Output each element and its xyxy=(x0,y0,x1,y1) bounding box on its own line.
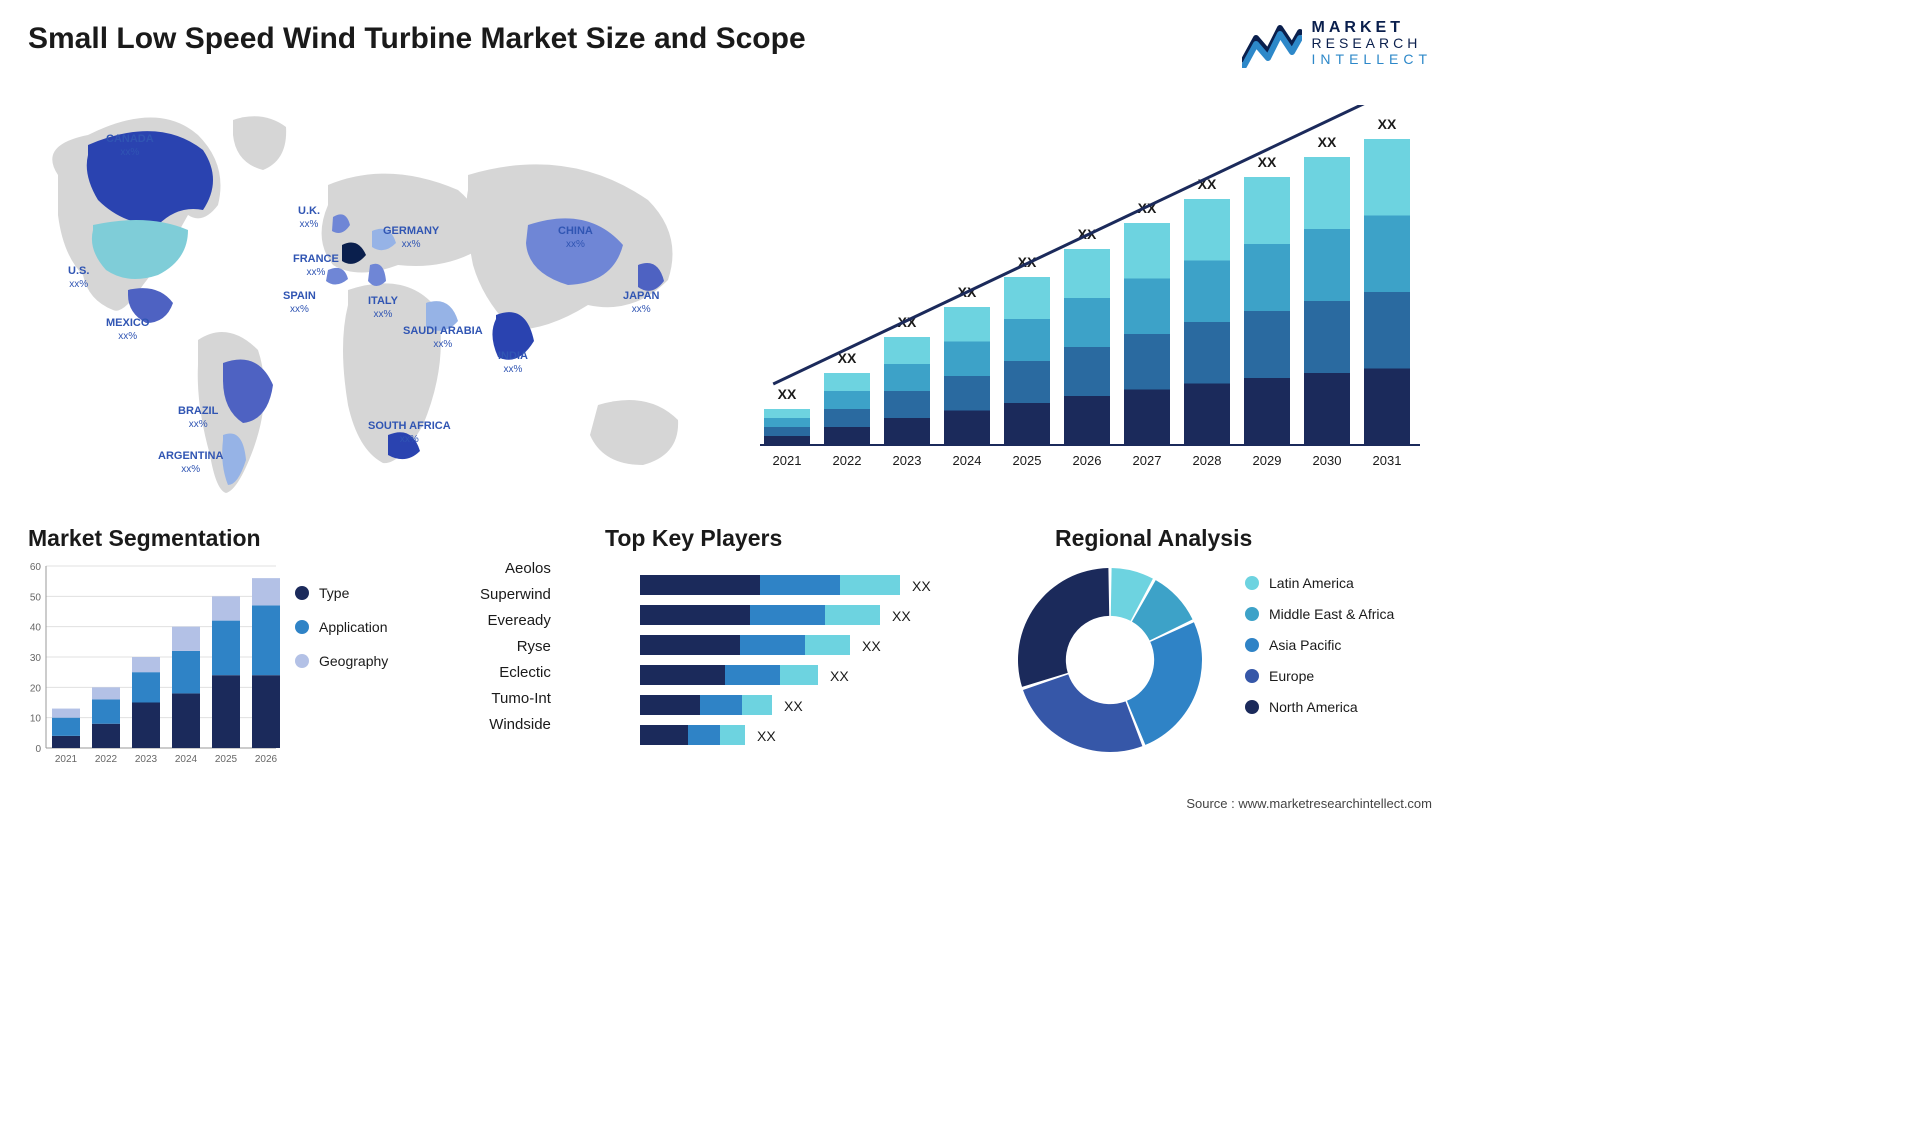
svg-text:2027: 2027 xyxy=(1133,453,1162,468)
logo-mark-icon xyxy=(1242,18,1302,68)
key-player-name: Eveready xyxy=(488,612,551,629)
svg-text:2023: 2023 xyxy=(135,754,158,765)
svg-text:10: 10 xyxy=(30,714,42,725)
svg-text:2026: 2026 xyxy=(255,754,278,765)
svg-text:XX: XX xyxy=(778,386,797,402)
map-label: FRANCExx% xyxy=(293,253,339,279)
svg-text:2023: 2023 xyxy=(893,453,922,468)
svg-text:2028: 2028 xyxy=(1193,453,1222,468)
segmentation-chart: 0 10 20 30 40 50 60 2021 2022 2023 2024 2025 2026 xyxy=(20,560,280,770)
map-label: ITALYxx% xyxy=(368,295,398,321)
svg-text:XX: XX xyxy=(757,728,776,744)
svg-text:2022: 2022 xyxy=(833,453,862,468)
svg-text:2031: 2031 xyxy=(1373,453,1402,468)
page-title: Small Low Speed Wind Turbine Market Size… xyxy=(28,22,806,56)
logo-text-3: INTELLECT xyxy=(1312,52,1432,67)
world-map: CANADAxx% U.S.xx% MEXICOxx% BRAZILxx% ARGENT… xyxy=(28,105,718,505)
regional-title: Regional Analysis xyxy=(1055,525,1252,552)
regional-legend-item: North America xyxy=(1245,699,1394,715)
map-label: INDIAxx% xyxy=(498,350,528,376)
main-growth-chart-svg: 2021XX2022XX2023XX2024XX2025XX2026XX2027… xyxy=(760,105,1420,485)
map-label: U.K.xx% xyxy=(298,205,320,231)
legend-swatch xyxy=(295,586,309,600)
svg-text:30: 30 xyxy=(30,653,42,664)
svg-text:XX: XX xyxy=(1378,116,1397,132)
key-players-chart: XXXXXXXXXXXX xyxy=(640,575,990,765)
legend-swatch xyxy=(1245,576,1259,590)
svg-text:XX: XX xyxy=(862,638,881,654)
regional-legend-item: Middle East & Africa xyxy=(1245,606,1394,622)
key-player-name: Superwind xyxy=(480,586,551,603)
regional-donut-chart xyxy=(1010,560,1210,760)
key-player-name: Aeolos xyxy=(505,560,551,577)
svg-text:XX: XX xyxy=(892,608,911,624)
map-label: ARGENTINAxx% xyxy=(158,450,223,476)
svg-text:2021: 2021 xyxy=(773,453,802,468)
svg-text:XX: XX xyxy=(830,668,849,684)
regional-legend-item: Europe xyxy=(1245,668,1394,684)
key-player-name: Eclectic xyxy=(499,664,551,681)
segmentation-legend-item: Geography xyxy=(295,653,388,669)
svg-text:0: 0 xyxy=(35,744,41,755)
legend-label: Latin America xyxy=(1269,575,1354,591)
svg-text:2024: 2024 xyxy=(953,453,982,468)
logo-text-1: MARKET xyxy=(1312,19,1432,37)
svg-text:2029: 2029 xyxy=(1253,453,1282,468)
svg-text:2024: 2024 xyxy=(175,754,198,765)
legend-swatch xyxy=(1245,638,1259,652)
svg-text:2022: 2022 xyxy=(95,754,118,765)
legend-label: Asia Pacific xyxy=(1269,637,1341,653)
map-label: U.S.xx% xyxy=(68,265,89,291)
legend-label: North America xyxy=(1269,699,1358,715)
svg-text:XX: XX xyxy=(1318,134,1337,150)
key-players-list: Aeolos Superwind Eveready Ryse Eclectic Tumo-… xyxy=(480,560,551,733)
svg-text:2026: 2026 xyxy=(1073,453,1102,468)
key-player-name: Ryse xyxy=(517,638,551,655)
map-label: MEXICOxx% xyxy=(106,317,149,343)
legend-label: Europe xyxy=(1269,668,1314,684)
svg-text:40: 40 xyxy=(30,623,42,634)
map-label: CHINAxx% xyxy=(558,225,593,251)
svg-text:XX: XX xyxy=(1258,154,1277,170)
segmentation-title: Market Segmentation xyxy=(28,525,261,552)
regional-legend-item: Asia Pacific xyxy=(1245,637,1394,653)
regional-legend: Latin America Middle East & Africa Asia Pa… xyxy=(1245,575,1394,715)
key-player-name: Windside xyxy=(489,716,551,733)
legend-swatch xyxy=(1245,700,1259,714)
main-growth-chart: 2021XX2022XX2023XX2024XX2025XX2026XX2027… xyxy=(760,105,1420,485)
svg-text:2030: 2030 xyxy=(1313,453,1342,468)
legend-label: Type xyxy=(319,585,349,601)
legend-label: Geography xyxy=(319,653,388,669)
map-label: CANADAxx% xyxy=(106,133,154,159)
source-attribution: Source : www.marketresearchintellect.com xyxy=(1186,796,1432,811)
map-label: SAUDI ARABIAxx% xyxy=(403,325,483,351)
svg-text:20: 20 xyxy=(30,683,42,694)
logo-text-2: RESEARCH xyxy=(1312,36,1432,51)
svg-text:2025: 2025 xyxy=(1013,453,1042,468)
legend-swatch xyxy=(295,620,309,634)
logo: MARKET RESEARCH INTELLECT xyxy=(1242,18,1432,68)
segmentation-legend-item: Type xyxy=(295,585,388,601)
map-label: JAPANxx% xyxy=(623,290,659,316)
map-label: SOUTH AFRICAxx% xyxy=(368,420,451,446)
map-label: BRAZILxx% xyxy=(178,405,218,431)
legend-swatch xyxy=(1245,607,1259,621)
svg-text:XX: XX xyxy=(784,698,803,714)
legend-swatch xyxy=(295,654,309,668)
svg-text:XX: XX xyxy=(912,578,931,594)
svg-text:60: 60 xyxy=(30,562,42,573)
map-label: GERMANYxx% xyxy=(383,225,439,251)
svg-text:50: 50 xyxy=(30,592,42,603)
regional-legend-item: Latin America xyxy=(1245,575,1394,591)
svg-text:2021: 2021 xyxy=(55,754,78,765)
segmentation-legend: Type Application Geography xyxy=(295,585,388,669)
legend-swatch xyxy=(1245,669,1259,683)
svg-text:2025: 2025 xyxy=(215,754,238,765)
legend-label: Application xyxy=(319,619,388,635)
key-player-name: Tumo-Int xyxy=(491,690,550,707)
legend-label: Middle East & Africa xyxy=(1269,606,1394,622)
map-label: SPAINxx% xyxy=(283,290,316,316)
segmentation-legend-item: Application xyxy=(295,619,388,635)
key-players-title: Top Key Players xyxy=(605,525,782,552)
